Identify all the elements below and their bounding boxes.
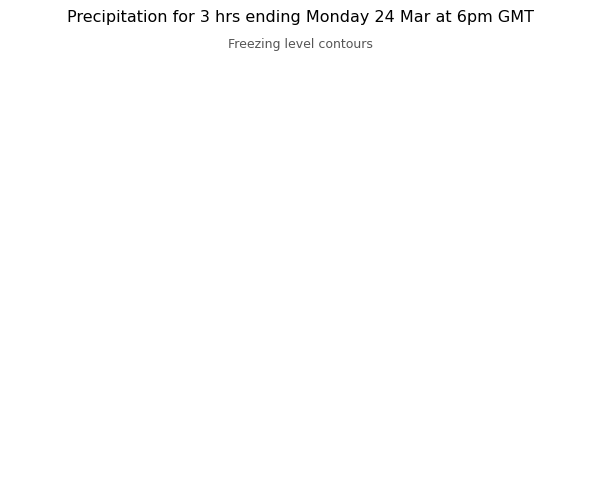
Text: Freezing level contours: Freezing level contours: [228, 39, 373, 51]
Text: Precipitation for 3 hrs ending Monday 24 Mar at 6pm GMT: Precipitation for 3 hrs ending Monday 24…: [67, 10, 534, 25]
